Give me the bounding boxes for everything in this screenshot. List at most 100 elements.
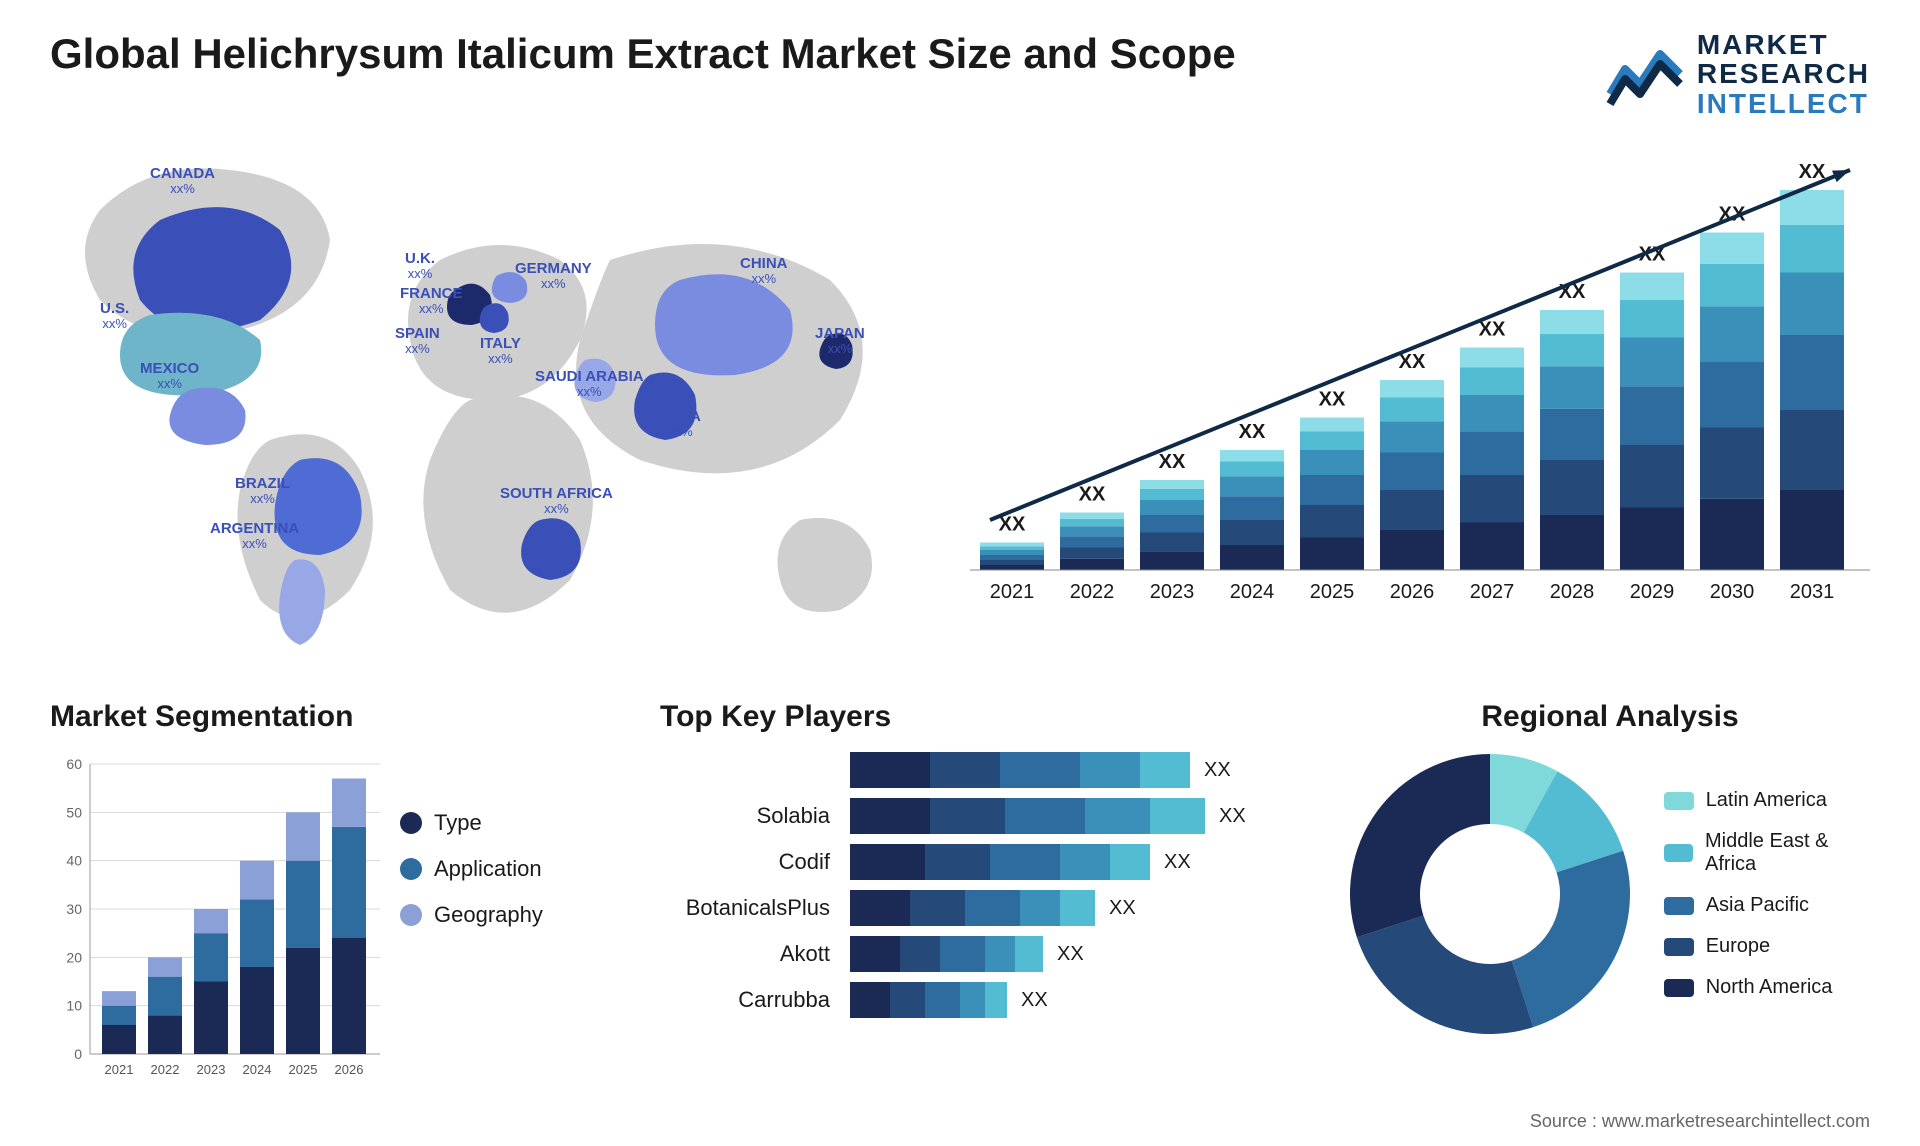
svg-text:2029: 2029: [1630, 581, 1675, 603]
player-bar-segment: [1110, 844, 1150, 880]
player-value: XX: [1164, 851, 1191, 874]
player-bar-segment: [890, 982, 925, 1018]
svg-text:50: 50: [66, 804, 82, 820]
svg-text:XX: XX: [1239, 421, 1266, 443]
player-bar: [850, 844, 1150, 880]
map-label-u-k-: U.K.xx%: [405, 250, 435, 282]
map-label-germany: GERMANYxx%: [515, 260, 592, 292]
svg-text:2023: 2023: [197, 1062, 226, 1077]
player-bar-segment: [940, 936, 985, 972]
world-map-panel: CANADAxx%U.S.xx%MEXICOxx%BRAZILxx%ARGENT…: [40, 140, 920, 660]
svg-text:XX: XX: [1479, 319, 1506, 341]
key-players-panel: Top Key Players SolabiaCodifBotanicalsPl…: [660, 700, 1290, 1100]
player-value: XX: [1109, 897, 1136, 920]
region-legend-item: North America: [1664, 976, 1880, 999]
growth-chart-svg: XX2021XX2022XX2023XX2024XX2025XX2026XX20…: [970, 150, 1870, 640]
map-label-argentina: ARGENTINAxx%: [210, 520, 299, 552]
player-label: Carrubba: [660, 982, 830, 1018]
svg-text:2031: 2031: [1790, 581, 1835, 603]
region-legend-item: Asia Pacific: [1664, 894, 1880, 917]
svg-text:2021: 2021: [105, 1062, 134, 1077]
player-bar-segment: [1060, 844, 1110, 880]
player-bar-segment: [1005, 798, 1085, 834]
player-value: XX: [1204, 759, 1231, 782]
player-bar-segment: [1000, 752, 1080, 788]
player-bar-segment: [985, 982, 1007, 1018]
player-bar-segment: [1015, 936, 1043, 972]
logo-line1: MARKET: [1697, 30, 1870, 59]
map-label-india: INDIAxx%: [660, 408, 701, 440]
logo-line2: RESEARCH: [1697, 59, 1870, 88]
svg-text:60: 60: [66, 756, 82, 772]
regional-donut-svg: [1340, 744, 1634, 1044]
segmentation-panel: Market Segmentation 01020304050602021202…: [50, 700, 590, 1100]
svg-text:2028: 2028: [1550, 581, 1595, 603]
region-legend-item: Latin America: [1664, 789, 1880, 812]
player-bar-segment: [1085, 798, 1150, 834]
svg-text:2023: 2023: [1150, 581, 1195, 603]
player-row: XX: [850, 798, 1290, 834]
svg-text:2021: 2021: [990, 581, 1035, 603]
map-label-spain: SPAINxx%: [395, 325, 440, 357]
svg-text:0: 0: [74, 1046, 82, 1062]
player-bar: [850, 936, 1043, 972]
legend-swatch: [400, 904, 422, 926]
legend-label: Middle East & Africa: [1705, 830, 1880, 876]
legend-swatch: [400, 812, 422, 834]
legend-label: Geography: [434, 902, 543, 928]
player-bar-segment: [850, 844, 925, 880]
legend-label: Application: [434, 856, 542, 882]
legend-label: Asia Pacific: [1706, 894, 1809, 917]
map-label-saudi-arabia: SAUDI ARABIAxx%: [535, 368, 644, 400]
map-label-u-s-: U.S.xx%: [100, 300, 129, 332]
player-value: XX: [1057, 943, 1084, 966]
legend-swatch: [1664, 938, 1694, 956]
legend-swatch: [1664, 792, 1694, 810]
segmentation-chart-svg: 0102030405060202120222023202420252026: [50, 754, 390, 1084]
svg-text:XX: XX: [1159, 451, 1186, 473]
svg-text:XX: XX: [1079, 484, 1106, 506]
svg-text:2026: 2026: [1390, 581, 1435, 603]
svg-text:2026: 2026: [335, 1062, 364, 1077]
player-bar-segment: [850, 982, 890, 1018]
key-players-title: Top Key Players: [660, 700, 1290, 734]
svg-text:2024: 2024: [243, 1062, 272, 1077]
svg-text:2030: 2030: [1710, 581, 1755, 603]
player-row: XX: [850, 936, 1290, 972]
player-bar-segment: [985, 936, 1015, 972]
player-bar-segment: [1080, 752, 1140, 788]
player-value: XX: [1219, 805, 1246, 828]
svg-text:2024: 2024: [1230, 581, 1275, 603]
player-bar-segment: [925, 844, 990, 880]
player-bar: [850, 752, 1190, 788]
svg-text:20: 20: [66, 949, 82, 965]
svg-text:40: 40: [66, 853, 82, 869]
regional-title: Regional Analysis: [1340, 700, 1880, 734]
svg-text:2025: 2025: [289, 1062, 318, 1077]
logo-line3: INTELLECT: [1697, 89, 1870, 118]
legend-label: Latin America: [1706, 789, 1827, 812]
legend-swatch: [1664, 979, 1694, 997]
svg-text:2022: 2022: [151, 1062, 180, 1077]
svg-text:2025: 2025: [1310, 581, 1355, 603]
brand-logo: MARKET RESEARCH INTELLECT: [1605, 30, 1870, 118]
player-label: Solabia: [660, 798, 830, 834]
player-bar-segment: [910, 890, 965, 926]
player-bar-segment: [1140, 752, 1190, 788]
legend-label: North America: [1706, 976, 1833, 999]
map-label-italy: ITALYxx%: [480, 335, 521, 367]
player-bar-segment: [900, 936, 940, 972]
legend-label: Europe: [1706, 935, 1771, 958]
svg-text:30: 30: [66, 901, 82, 917]
player-row: XX: [850, 982, 1290, 1018]
map-label-france: FRANCExx%: [400, 285, 463, 317]
player-label: Akott: [660, 936, 830, 972]
growth-chart-panel: XX2021XX2022XX2023XX2024XX2025XX2026XX20…: [970, 150, 1870, 640]
svg-text:2022: 2022: [1070, 581, 1115, 603]
player-bar: [850, 798, 1205, 834]
segmentation-title: Market Segmentation: [50, 700, 590, 734]
player-value: XX: [1021, 989, 1048, 1012]
map-label-canada: CANADAxx%: [150, 165, 215, 197]
legend-swatch: [1664, 844, 1693, 862]
svg-text:2027: 2027: [1470, 581, 1515, 603]
